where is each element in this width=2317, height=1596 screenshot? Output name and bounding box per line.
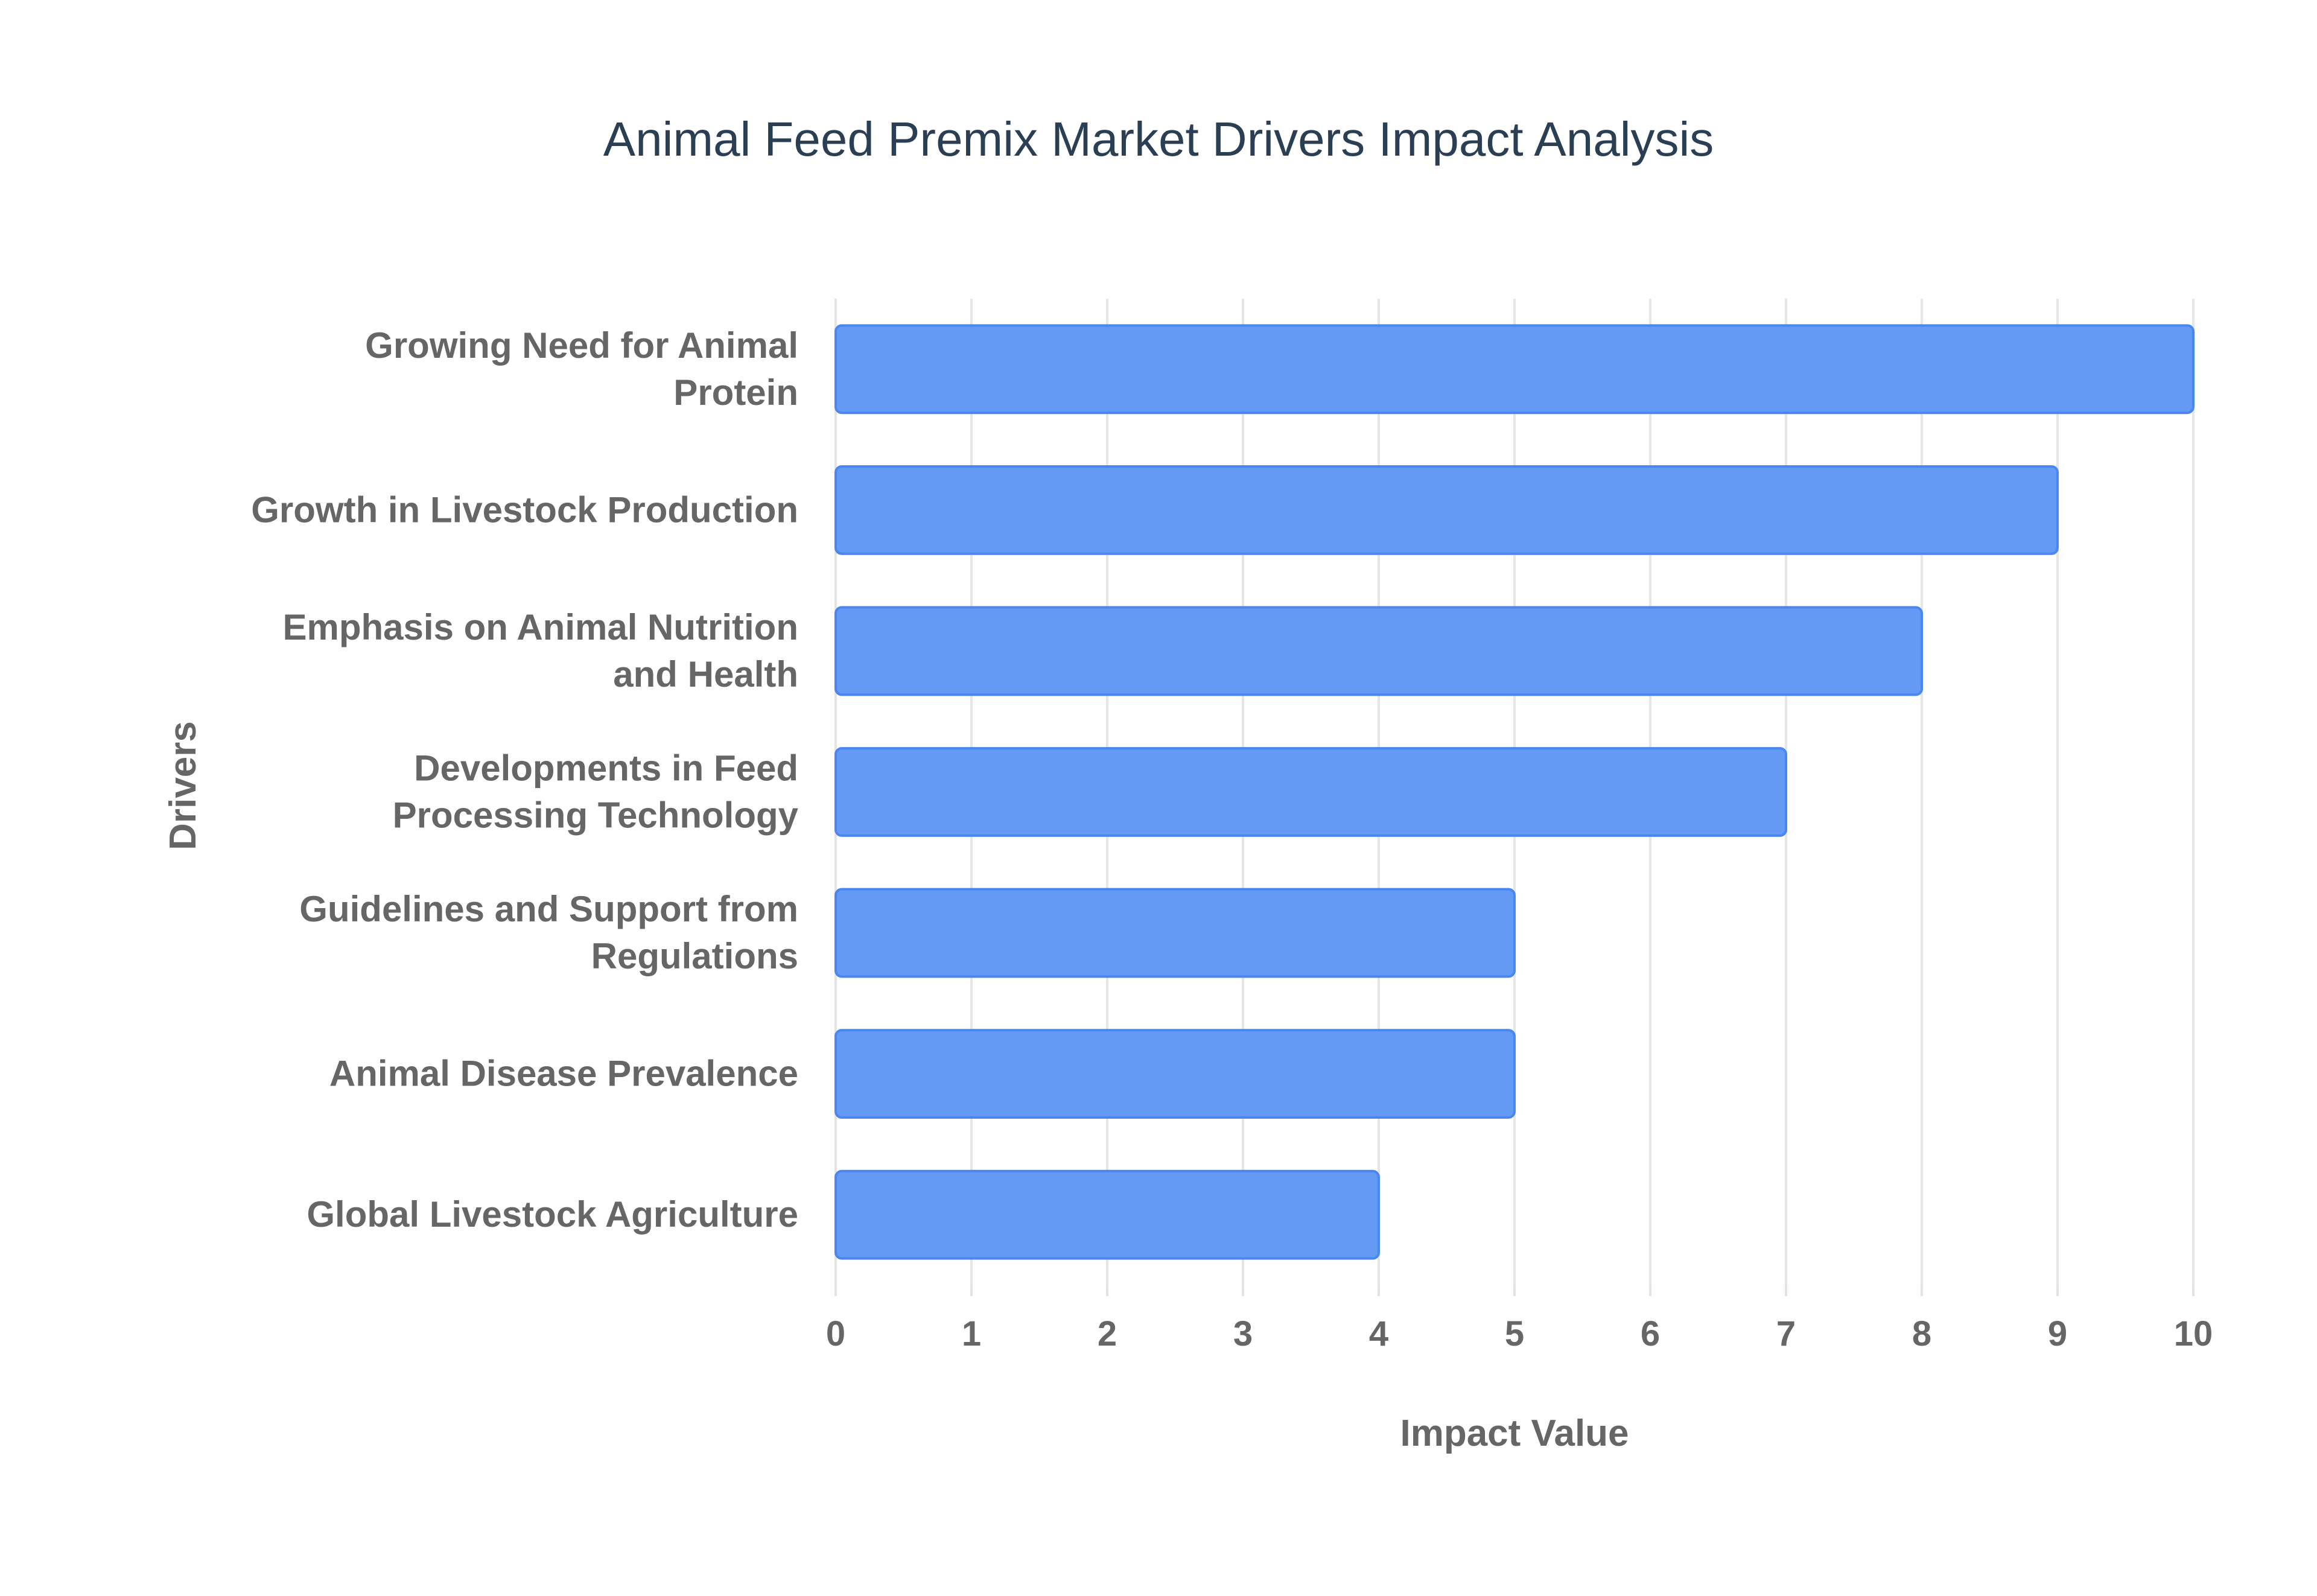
category-label: Growth in Livestock Production [251, 489, 798, 530]
bar [834, 747, 1787, 837]
category-labels: Growing Need for Animal Protein Growth in … [251, 325, 798, 1235]
x-tick-label: 8 [1912, 1314, 1931, 1353]
y-axis-title: Drivers [162, 721, 204, 850]
category-label: Guidelines and Support from [299, 889, 798, 929]
bar [834, 888, 1516, 978]
x-tick-label: 7 [1776, 1314, 1796, 1353]
bars-layer [834, 324, 2195, 1260]
category-label: Developments in Feed [414, 748, 798, 789]
category-label: Protein [673, 372, 798, 413]
bar [834, 465, 2059, 555]
category-label: Global Livestock Agriculture [307, 1194, 798, 1235]
category-label: Regulations [591, 936, 798, 976]
category-label: and Health [613, 654, 798, 695]
bar [834, 1029, 1516, 1119]
bar [834, 1169, 1380, 1260]
bar [834, 324, 2195, 415]
x-axis-title: Impact Value [1400, 1413, 1629, 1454]
category-label: Animal Disease Prevalence [329, 1054, 798, 1094]
category-label: Processing Technology [393, 795, 799, 836]
x-tick-label: 4 [1369, 1314, 1388, 1353]
bar [834, 606, 1923, 696]
x-tick-label: 9 [2048, 1314, 2067, 1353]
category-label: Emphasis on Animal Nutrition [282, 607, 798, 647]
x-tick-labels: 0 1 2 3 4 5 6 7 8 9 10 [826, 1314, 2213, 1353]
category-label: Growing Need for Animal [365, 325, 798, 366]
chart-title: Animal Feed Premix Market Drivers Impact… [603, 112, 1714, 166]
x-tick-label: 5 [1505, 1314, 1524, 1353]
x-tick-label: 2 [1098, 1314, 1117, 1353]
x-tick-label: 0 [826, 1314, 845, 1353]
x-tick-label: 1 [962, 1314, 981, 1353]
x-tick-label: 3 [1233, 1314, 1253, 1353]
x-tick-label: 10 [2174, 1314, 2213, 1353]
x-tick-label: 6 [1641, 1314, 1660, 1353]
